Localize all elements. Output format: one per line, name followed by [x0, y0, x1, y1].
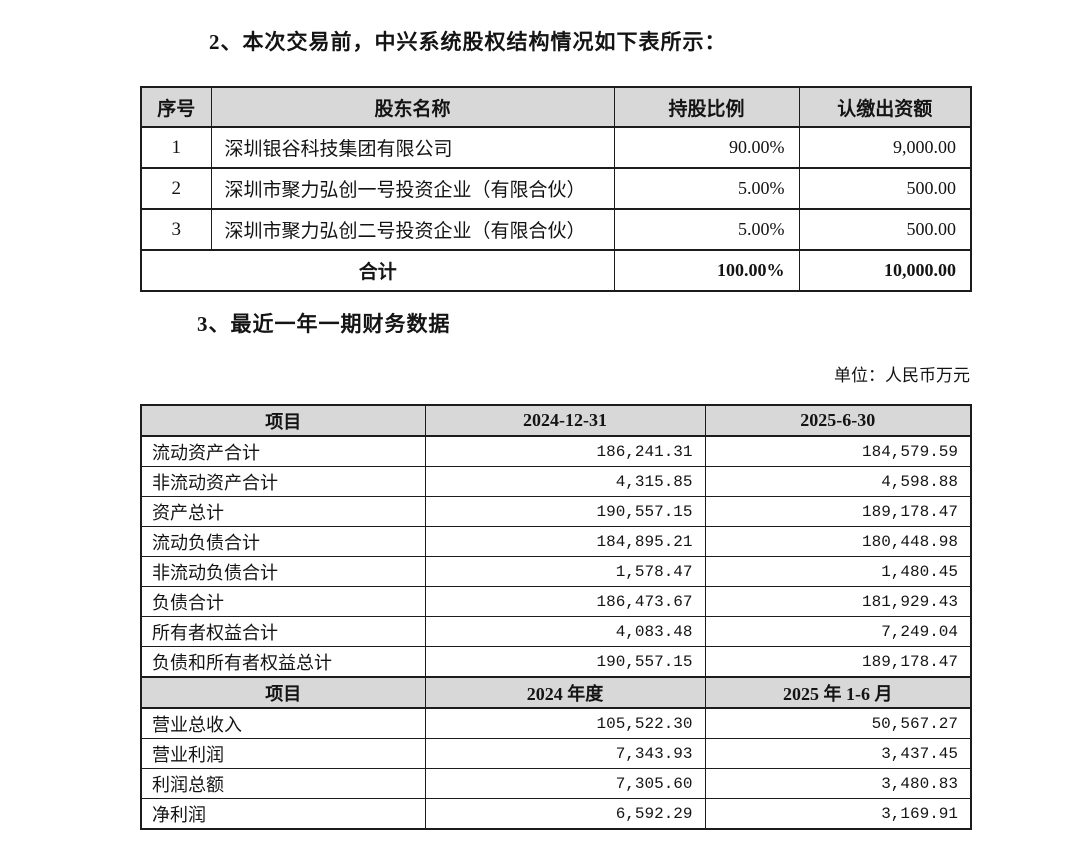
table-row: 非流动负债合计 1,578.47 1,480.45 — [140, 556, 972, 587]
cell-value-2025: 3,437.45 — [704, 738, 972, 769]
cell-item: 营业总收入 — [140, 707, 426, 739]
cell-value-2024: 4,083.48 — [424, 616, 706, 647]
cell-value-2025: 189,178.47 — [704, 646, 972, 678]
cell-ratio: 5.00% — [613, 167, 800, 210]
col-header-shareholding-ratio: 持股比例 — [613, 86, 800, 128]
cell-total-ratio: 100.00% — [613, 249, 800, 292]
cell-item: 负债和所有者权益总计 — [140, 646, 426, 678]
cell-value-2025: 1,480.45 — [704, 556, 972, 587]
table-row: 营业利润 7,343.93 3,437.45 — [140, 738, 972, 769]
cell-value-2024: 190,557.15 — [424, 646, 706, 678]
cell-item: 营业利润 — [140, 738, 426, 769]
cell-value-2024: 7,305.60 — [424, 768, 706, 799]
table-row: 流动负债合计 184,895.21 180,448.98 — [140, 526, 972, 557]
table-row: 流动资产合计 186,241.31 184,579.59 — [140, 435, 972, 467]
cell-value-2024: 1,578.47 — [424, 556, 706, 587]
cell-capital: 500.00 — [798, 208, 972, 251]
cell-value-2024: 190,557.15 — [424, 496, 706, 527]
cell-item: 非流动资产合计 — [140, 466, 426, 497]
col-header-item: 项目 — [140, 676, 426, 709]
cell-shareholder-name: 深圳市聚力弘创一号投资企业（有限合伙） — [210, 167, 615, 210]
table-row: 资产总计 190,557.15 189,178.47 — [140, 496, 972, 527]
section-heading-financial-data: 3、最近一年一期财务数据 — [197, 312, 451, 336]
col-header-shareholder-name: 股东名称 — [210, 86, 615, 128]
cell-item: 利润总额 — [140, 768, 426, 799]
cell-value-2025: 180,448.98 — [704, 526, 972, 557]
col-header-index: 序号 — [140, 86, 212, 128]
col-header-item: 项目 — [140, 404, 426, 437]
cell-item: 负债合计 — [140, 586, 426, 617]
cell-index: 2 — [140, 167, 212, 210]
unit-note: 单位：人民币万元 — [834, 366, 970, 385]
cell-capital: 9,000.00 — [798, 126, 972, 169]
cell-value-2024: 7,343.93 — [424, 738, 706, 769]
table-row: 所有者权益合计 4,083.48 7,249.04 — [140, 616, 972, 647]
cell-value-2025: 50,567.27 — [704, 707, 972, 739]
cell-value-2025: 184,579.59 — [704, 435, 972, 467]
col-header-subscribed-capital: 认缴出资额 — [798, 86, 972, 128]
cell-value-2025: 189,178.47 — [704, 496, 972, 527]
balance-header-row: 项目 2024-12-31 2025-6-30 — [140, 404, 972, 437]
cell-value-2025: 3,480.83 — [704, 768, 972, 799]
cell-index: 3 — [140, 208, 212, 251]
cell-value-2024: 6,592.29 — [424, 798, 706, 830]
col-header-date-2025: 2025-6-30 — [704, 404, 972, 437]
cell-index: 1 — [140, 126, 212, 169]
table-total-row: 合计 100.00% 10,000.00 — [140, 249, 972, 292]
table-row: 净利润 6,592.29 3,169.91 — [140, 798, 972, 830]
table-row: 负债合计 186,473.67 181,929.43 — [140, 586, 972, 617]
col-header-date-2024: 2024-12-31 — [424, 404, 706, 437]
table-row: 2 深圳市聚力弘创一号投资企业（有限合伙） 5.00% 500.00 — [140, 167, 972, 210]
table-row: 营业总收入 105,522.30 50,567.27 — [140, 707, 972, 739]
cell-value-2025: 7,249.04 — [704, 616, 972, 647]
cell-item: 流动资产合计 — [140, 435, 426, 467]
cell-value-2024: 105,522.30 — [424, 707, 706, 739]
cell-shareholder-name: 深圳银谷科技集团有限公司 — [210, 126, 615, 169]
cell-total-capital: 10,000.00 — [798, 249, 972, 292]
table-row: 非流动资产合计 4,315.85 4,598.88 — [140, 466, 972, 497]
cell-total-label: 合计 — [140, 249, 615, 292]
financial-data-table: 项目 2024-12-31 2025-6-30 流动资产合计 186,241.3… — [140, 404, 972, 830]
cell-item: 非流动负债合计 — [140, 556, 426, 587]
cell-item: 流动负债合计 — [140, 526, 426, 557]
cell-value-2024: 4,315.85 — [424, 466, 706, 497]
cell-value-2024: 186,241.31 — [424, 435, 706, 467]
cell-value-2024: 186,473.67 — [424, 586, 706, 617]
cell-ratio: 90.00% — [613, 126, 800, 169]
table-row: 3 深圳市聚力弘创二号投资企业（有限合伙） 5.00% 500.00 — [140, 208, 972, 251]
table-row: 负债和所有者权益总计 190,557.15 189,178.47 — [140, 646, 972, 678]
cell-ratio: 5.00% — [613, 208, 800, 251]
section-heading-equity: 2、本次交易前，中兴系统股权结构情况如下表所示： — [209, 30, 727, 54]
cell-value-2025: 3,169.91 — [704, 798, 972, 830]
cell-item: 所有者权益合计 — [140, 616, 426, 647]
cell-value-2025: 181,929.43 — [704, 586, 972, 617]
col-header-period-2024: 2024 年度 — [424, 676, 706, 709]
cell-value-2025: 4,598.88 — [704, 466, 972, 497]
income-header-row: 项目 2024 年度 2025 年 1-6 月 — [140, 676, 972, 709]
table-header-row: 序号 股东名称 持股比例 认缴出资额 — [140, 86, 972, 128]
shareholder-structure-table: 序号 股东名称 持股比例 认缴出资额 1 深圳银谷科技集团有限公司 90.00%… — [140, 86, 972, 292]
cell-shareholder-name: 深圳市聚力弘创二号投资企业（有限合伙） — [210, 208, 615, 251]
cell-value-2024: 184,895.21 — [424, 526, 706, 557]
cell-item: 资产总计 — [140, 496, 426, 527]
table-row: 1 深圳银谷科技集团有限公司 90.00% 9,000.00 — [140, 126, 972, 169]
cell-item: 净利润 — [140, 798, 426, 830]
table-row: 利润总额 7,305.60 3,480.83 — [140, 768, 972, 799]
cell-capital: 500.00 — [798, 167, 972, 210]
col-header-period-2025: 2025 年 1-6 月 — [704, 676, 972, 709]
